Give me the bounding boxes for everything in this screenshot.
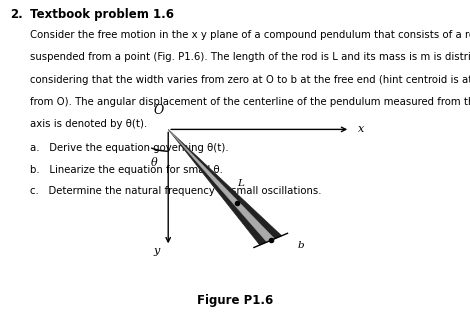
Text: θ: θ <box>150 158 157 168</box>
Text: c.   Determine the natural frequency of small oscillations.: c. Determine the natural frequency of sm… <box>30 186 321 196</box>
Text: 2.: 2. <box>10 8 23 21</box>
Text: L: L <box>237 179 244 188</box>
Text: a.   Derive the equation governing θ(t).: a. Derive the equation governing θ(t). <box>30 143 229 153</box>
Text: Consider the free motion in the x y plane of a compound pendulum that consists o: Consider the free motion in the x y plan… <box>30 30 470 40</box>
Text: suspended from a point (Fig. P1.6). The length of the rod is L and its mass is m: suspended from a point (Fig. P1.6). The … <box>30 52 470 62</box>
Polygon shape <box>168 129 274 242</box>
Text: Textbook problem 1.6: Textbook problem 1.6 <box>30 8 174 21</box>
Text: b: b <box>298 241 305 250</box>
Polygon shape <box>168 129 282 245</box>
Text: considering that the width varies from zero at O to b at the free end (hint cent: considering that the width varies from z… <box>30 74 470 85</box>
Text: b.   Linearize the equation for small θ.: b. Linearize the equation for small θ. <box>30 165 223 175</box>
Text: from O). The angular displacement of the centerline of the pendulum measured fro: from O). The angular displacement of the… <box>30 97 470 107</box>
Text: O: O <box>153 104 164 117</box>
Text: Figure P1.6: Figure P1.6 <box>197 294 273 307</box>
Text: axis is denoted by θ(t).: axis is denoted by θ(t). <box>30 120 147 129</box>
Text: x: x <box>359 124 365 135</box>
Text: y: y <box>154 246 160 256</box>
